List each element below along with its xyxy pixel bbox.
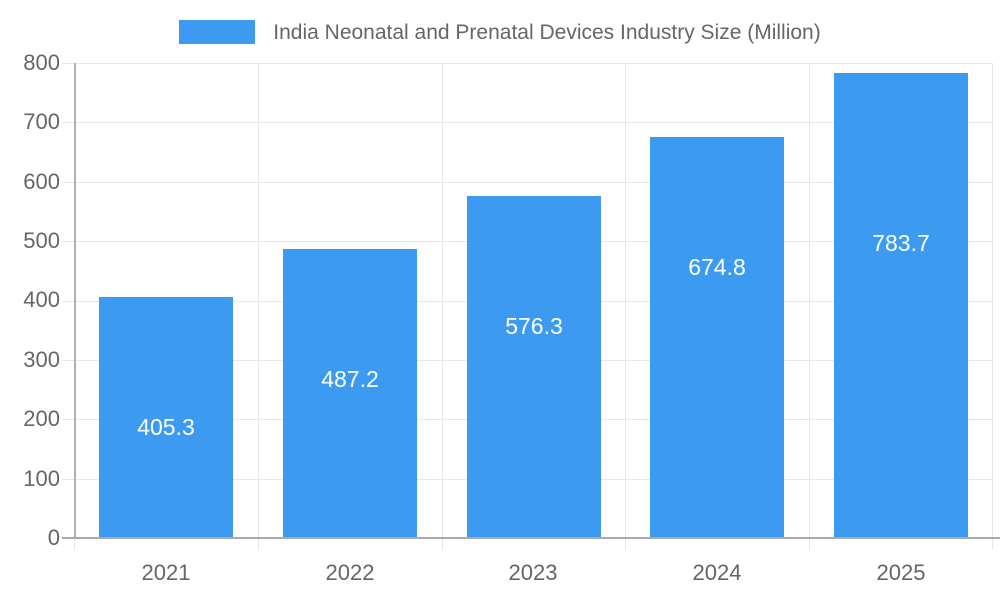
bar-value-label: 674.8 [688, 254, 746, 281]
y-tick-label: 600 [23, 168, 60, 194]
gridline-horizontal [62, 63, 993, 64]
y-tick-label: 100 [23, 465, 60, 491]
bar-value-label: 576.3 [505, 312, 563, 339]
y-tick-label: 800 [23, 50, 60, 75]
x-tick-label-2021: 2021 [141, 560, 191, 585]
y-tick-label: 300 [23, 346, 60, 372]
bar-value-label: 405.3 [137, 414, 195, 441]
bar-2024[interactable]: 674.8 [650, 137, 784, 538]
y-tick-label: 200 [23, 406, 60, 432]
y-tick-label: 0 [47, 525, 60, 550]
x-axis-line [62, 537, 1000, 539]
y-tick-label: 700 [23, 109, 60, 135]
gridline-vertical [992, 63, 993, 550]
y-tick-label: 500 [23, 228, 60, 253]
x-tick-label-2024: 2024 [692, 560, 742, 585]
chart-legend: India Neonatal and Prenatal Devices Indu… [0, 14, 1000, 50]
gridline-vertical [625, 63, 626, 550]
x-tick-label-2022: 2022 [325, 560, 375, 585]
x-tick-label-2025: 2025 [876, 560, 926, 585]
plot-area: 405.3 487.2 576.3 674.8 783.7 [62, 63, 993, 550]
legend-item-series-1[interactable]: India Neonatal and Prenatal Devices Indu… [179, 20, 821, 44]
bar-value-label: 783.7 [872, 229, 930, 256]
gridline-vertical [258, 63, 259, 550]
bar-2021[interactable]: 405.3 [99, 297, 233, 538]
legend-color-swatch-icon [179, 20, 256, 44]
gridline-vertical [442, 63, 443, 550]
bar-value-label: 487.2 [321, 365, 379, 392]
x-tick-label-2023: 2023 [508, 560, 558, 585]
y-axis-tick-labels: 0 100 200 300 400 500 600 700 800 [0, 0, 60, 600]
gridline-horizontal [62, 181, 993, 183]
gridline-vertical [809, 63, 810, 550]
gridline-horizontal [62, 122, 993, 124]
bar-2022[interactable]: 487.2 [283, 248, 417, 538]
bar-2023[interactable]: 576.3 [467, 195, 601, 538]
legend-label: India Neonatal and Prenatal Devices Indu… [273, 20, 821, 44]
y-axis-line [74, 63, 76, 539]
y-tick-label: 400 [23, 287, 60, 313]
bar-2025[interactable]: 783.7 [834, 72, 968, 538]
